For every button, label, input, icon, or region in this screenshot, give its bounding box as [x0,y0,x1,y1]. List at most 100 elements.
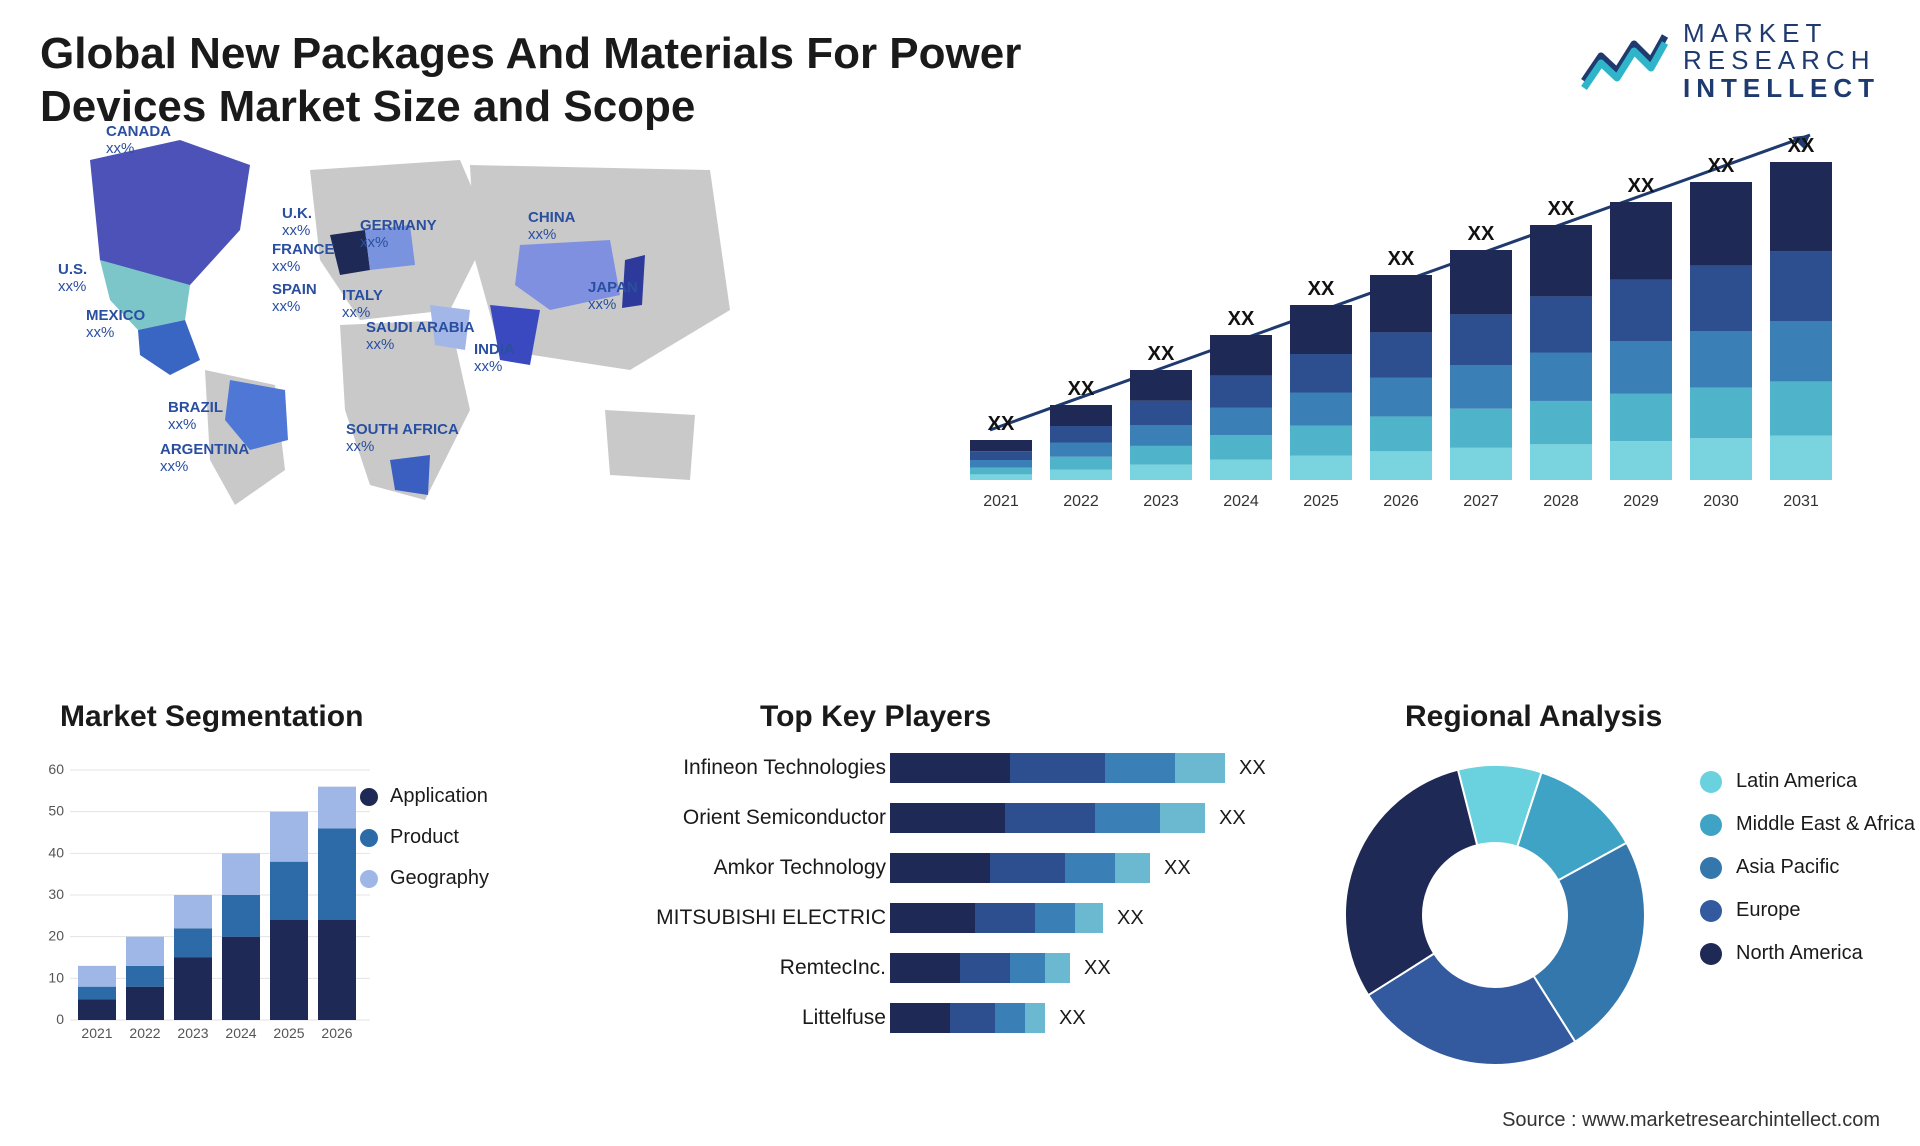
map-label: JAPANxx% [588,280,638,313]
player-bar-seg [1005,803,1095,833]
main-bar-seg [1530,401,1592,444]
main-bar-seg [1530,225,1592,296]
main-bar-label: XX [1068,378,1095,400]
seg-ytick: 20 [48,928,64,944]
main-bar-seg [1610,441,1672,480]
player-row: Infineon TechnologiesXX [650,750,1290,786]
map-region-mex [138,320,200,375]
main-bar-seg [1290,305,1352,354]
legend-swatch [1700,900,1722,922]
seg-bar-seg [78,999,116,1020]
seg-ytick: 10 [48,969,64,985]
player-bar-seg [890,1003,950,1033]
player-bar [890,803,1205,833]
world-map: CANADAxx%U.S.xx%MEXICOxx%BRAZILxx%ARGENT… [30,110,770,530]
seg-bar-seg [318,920,356,1020]
seg-bar-seg [270,862,308,920]
main-bar-seg [1130,446,1192,465]
seg-year: 2022 [129,1025,160,1041]
main-bar-seg [1530,353,1592,401]
logo-line1: MARKET [1683,20,1880,47]
seg-ytick: 0 [56,1011,64,1027]
player-row: Orient SemiconductorXX [650,800,1290,836]
logo-icon [1579,26,1669,96]
brand-logo: MARKET RESEARCH INTELLECT [1579,20,1880,102]
player-value: XX [1084,957,1111,980]
main-bar-seg [1050,470,1112,481]
main-bar-year: 2021 [983,493,1019,510]
player-bar [890,853,1150,883]
main-bar-seg [1210,460,1272,480]
main-bar-seg [1610,280,1672,341]
main-bar-seg [1610,202,1672,280]
main-bar-seg [1050,426,1112,443]
segmentation-chart: 0102030405060202120222023202420252026 [40,740,580,1080]
legend-swatch [1700,814,1722,836]
map-label: U.K.xx% [282,206,312,239]
main-bar-seg [1050,443,1112,457]
main-bar-seg [1610,341,1672,394]
player-bar [890,1003,1045,1033]
player-name: Littelfuse [650,1006,890,1030]
main-bar-label: XX [1388,248,1415,270]
map-label: SAUDI ARABIAxx% [366,320,475,353]
player-bar-seg [1095,803,1160,833]
player-bar-seg [890,803,1005,833]
seg-year: 2023 [177,1025,208,1041]
regional-title: Regional Analysis [1405,700,1662,734]
player-row: MITSUBISHI ELECTRICXX [650,900,1290,936]
seg-year: 2024 [225,1025,256,1041]
seg-bar-seg [174,958,212,1021]
player-bar [890,903,1103,933]
map-label: INDIAxx% [474,342,515,375]
main-bar-seg [1770,381,1832,435]
main-bar-seg [1130,370,1192,401]
main-bar-seg [1210,335,1272,376]
main-bar-seg [1050,457,1112,470]
player-bar-seg [1010,953,1045,983]
main-bar-seg [1370,378,1432,417]
main-bar-seg [970,468,1032,475]
player-name: RemtecInc. [650,956,890,980]
player-bar-seg [890,853,990,883]
player-bar-seg [975,903,1035,933]
player-bar-seg [1065,853,1115,883]
player-bar-seg [950,1003,995,1033]
player-bar-seg [990,853,1065,883]
main-bar-label: XX [1148,343,1175,365]
regional-legend: Latin AmericaMiddle East & AfricaAsia Pa… [1700,770,1915,985]
player-bar-seg [1010,753,1105,783]
seg-bar-seg [174,895,212,928]
seg-year: 2026 [321,1025,352,1041]
seg-bar-seg [318,787,356,829]
legend-label: Application [390,785,488,808]
seg-bar-seg [222,937,260,1020]
map-label: SOUTH AFRICAxx% [346,422,459,455]
map-label: U.S.xx% [58,262,87,295]
legend-label: Latin America [1736,770,1857,793]
legend-label: Asia Pacific [1736,856,1839,879]
logo-line2: RESEARCH [1683,47,1880,74]
main-bar-year: 2029 [1623,493,1659,510]
main-bar-seg [1690,265,1752,331]
seg-bar-seg [222,895,260,937]
map-label: MEXICOxx% [86,308,145,341]
player-bar-seg [890,903,975,933]
segmentation-legend: ApplicationProductGeography [360,785,489,908]
player-value: XX [1117,907,1144,930]
main-bar-label: XX [1708,155,1735,177]
map-label: FRANCExx% [272,242,335,275]
legend-label: Geography [390,867,489,890]
main-bar-year: 2030 [1703,493,1739,510]
player-bar-seg [1160,803,1205,833]
main-bar-seg [1370,332,1432,377]
player-value: XX [1219,807,1246,830]
map-label: CANADAxx% [106,124,171,157]
main-bar-seg [1370,451,1432,480]
main-bar-seg [1770,162,1832,251]
main-bar-seg [1290,354,1352,393]
seg-year: 2025 [273,1025,304,1041]
seg-legend-item: Geography [360,867,489,890]
regional-legend-item: Europe [1700,899,1915,922]
main-bar-seg [1450,250,1512,314]
